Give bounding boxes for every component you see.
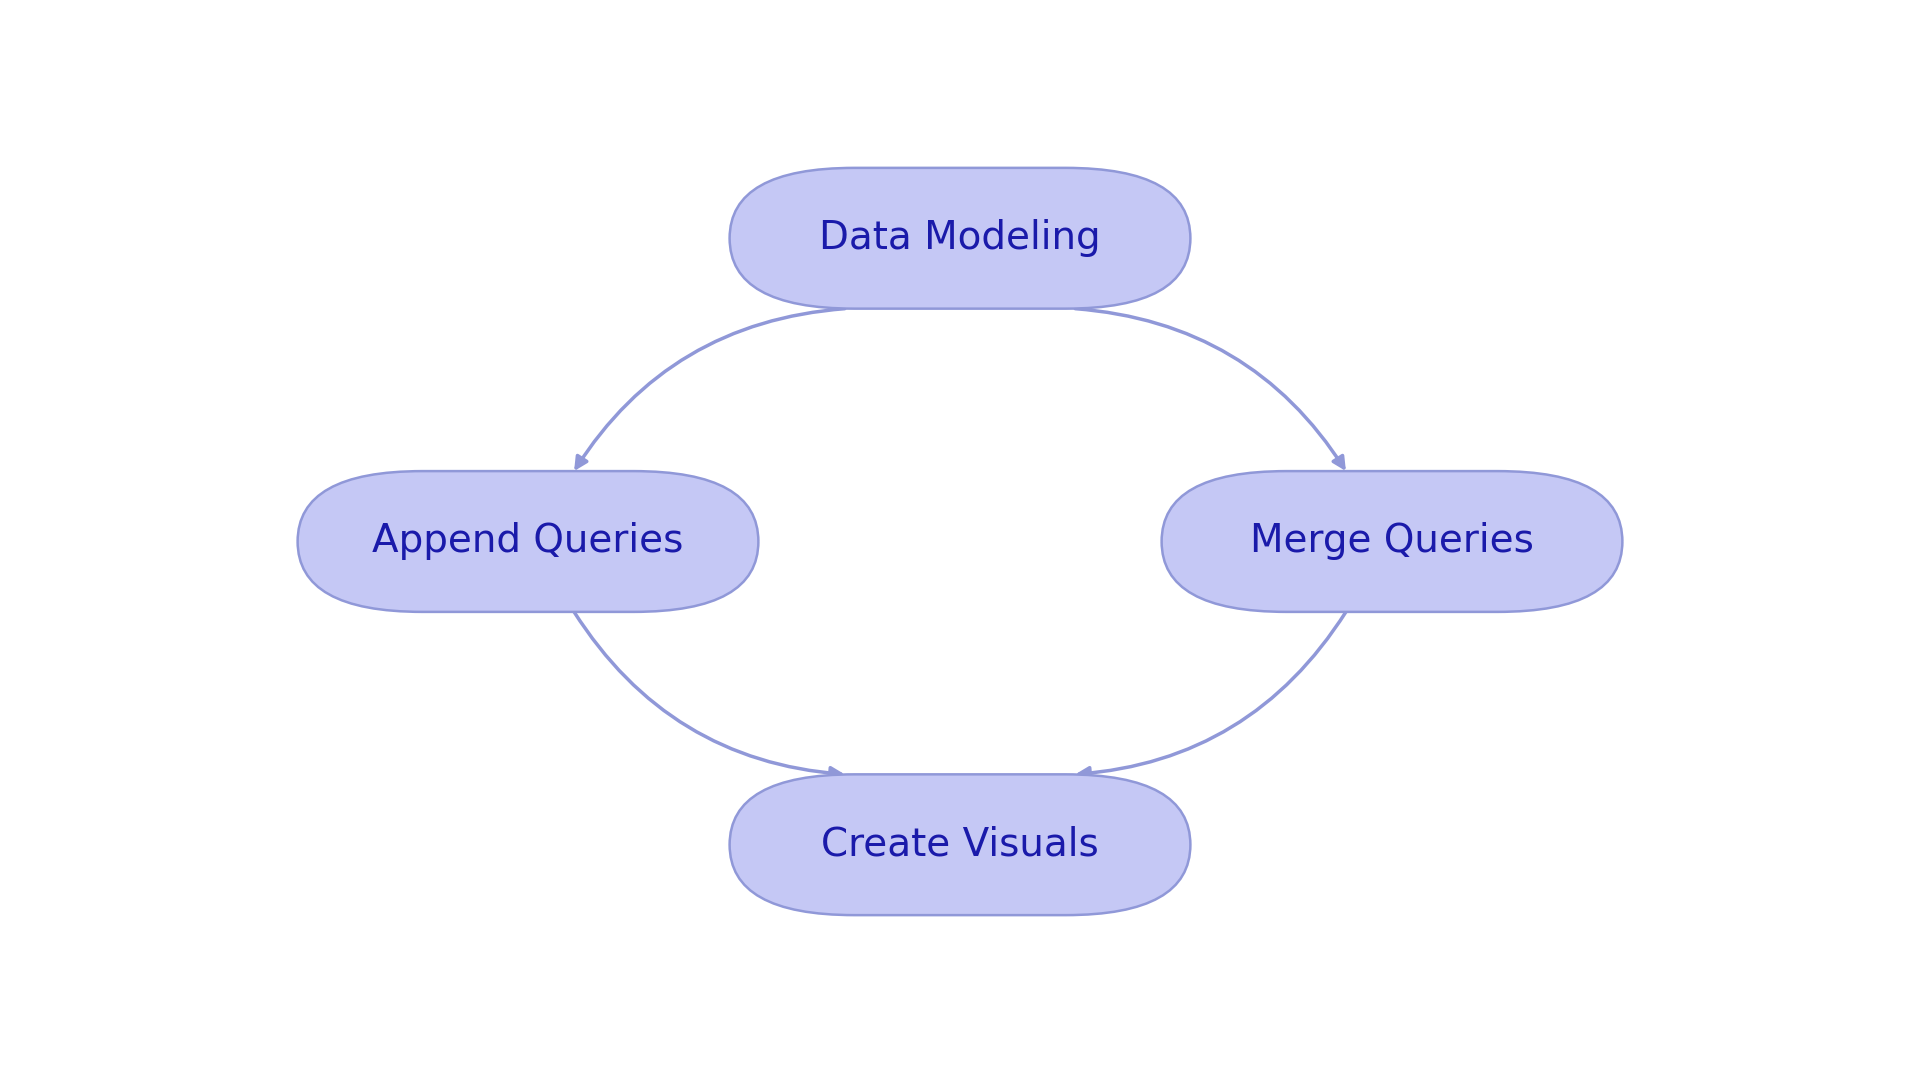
Text: Data Modeling: Data Modeling [820, 219, 1100, 258]
FancyBboxPatch shape [298, 471, 758, 612]
Text: Merge Queries: Merge Queries [1250, 522, 1534, 561]
Text: Create Visuals: Create Visuals [822, 825, 1098, 864]
FancyBboxPatch shape [730, 774, 1190, 915]
FancyArrowPatch shape [576, 309, 845, 468]
FancyArrowPatch shape [574, 612, 841, 779]
FancyBboxPatch shape [730, 168, 1190, 309]
FancyBboxPatch shape [1162, 471, 1622, 612]
FancyArrowPatch shape [1079, 612, 1346, 779]
FancyArrowPatch shape [1075, 309, 1344, 468]
Text: Append Queries: Append Queries [372, 522, 684, 561]
